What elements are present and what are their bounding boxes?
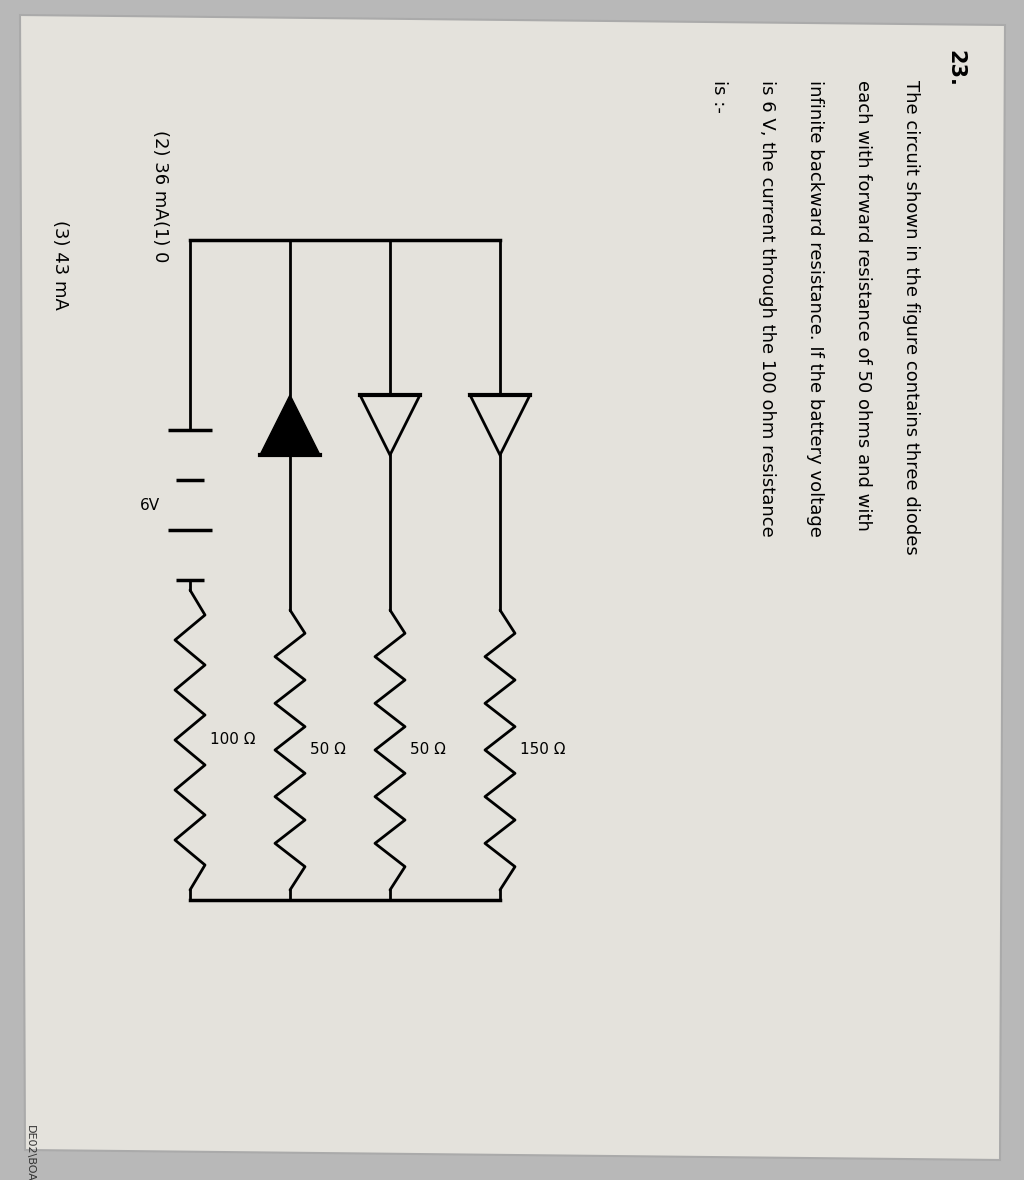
Text: infinite backward resistance. If the battery voltage: infinite backward resistance. If the bat… [806,80,824,537]
Text: is 6 V, the current through the 100 ohm resistance: is 6 V, the current through the 100 ohm … [758,80,776,537]
Polygon shape [360,395,420,455]
Text: The circuit shown in the figure contains three diodes: The circuit shown in the figure contains… [902,80,920,555]
Text: 50 Ω: 50 Ω [410,742,445,758]
Polygon shape [260,395,319,455]
Text: is :-: is :- [710,80,728,113]
Text: (1) 0: (1) 0 [151,219,169,262]
Text: 23.: 23. [945,50,965,87]
Polygon shape [20,15,1005,1160]
Text: 6V: 6V [140,498,160,512]
Polygon shape [470,395,530,455]
Text: (2) 36 mA: (2) 36 mA [151,130,169,219]
Text: 50 Ω: 50 Ω [310,742,346,758]
Text: DE02\BOAH-AI\TARGET\PHY\ENG\MODULE_06\04-ELECTRONICS\03-EXERCISE.P65: DE02\BOAH-AI\TARGET\PHY\ENG\MODULE_06\04… [25,1125,36,1180]
Text: (3) 43 mA: (3) 43 mA [51,219,69,310]
Text: 100 Ω: 100 Ω [210,733,256,747]
Text: 150 Ω: 150 Ω [520,742,565,758]
Text: each with forward resistance of 50 ohms and with: each with forward resistance of 50 ohms … [854,80,872,531]
